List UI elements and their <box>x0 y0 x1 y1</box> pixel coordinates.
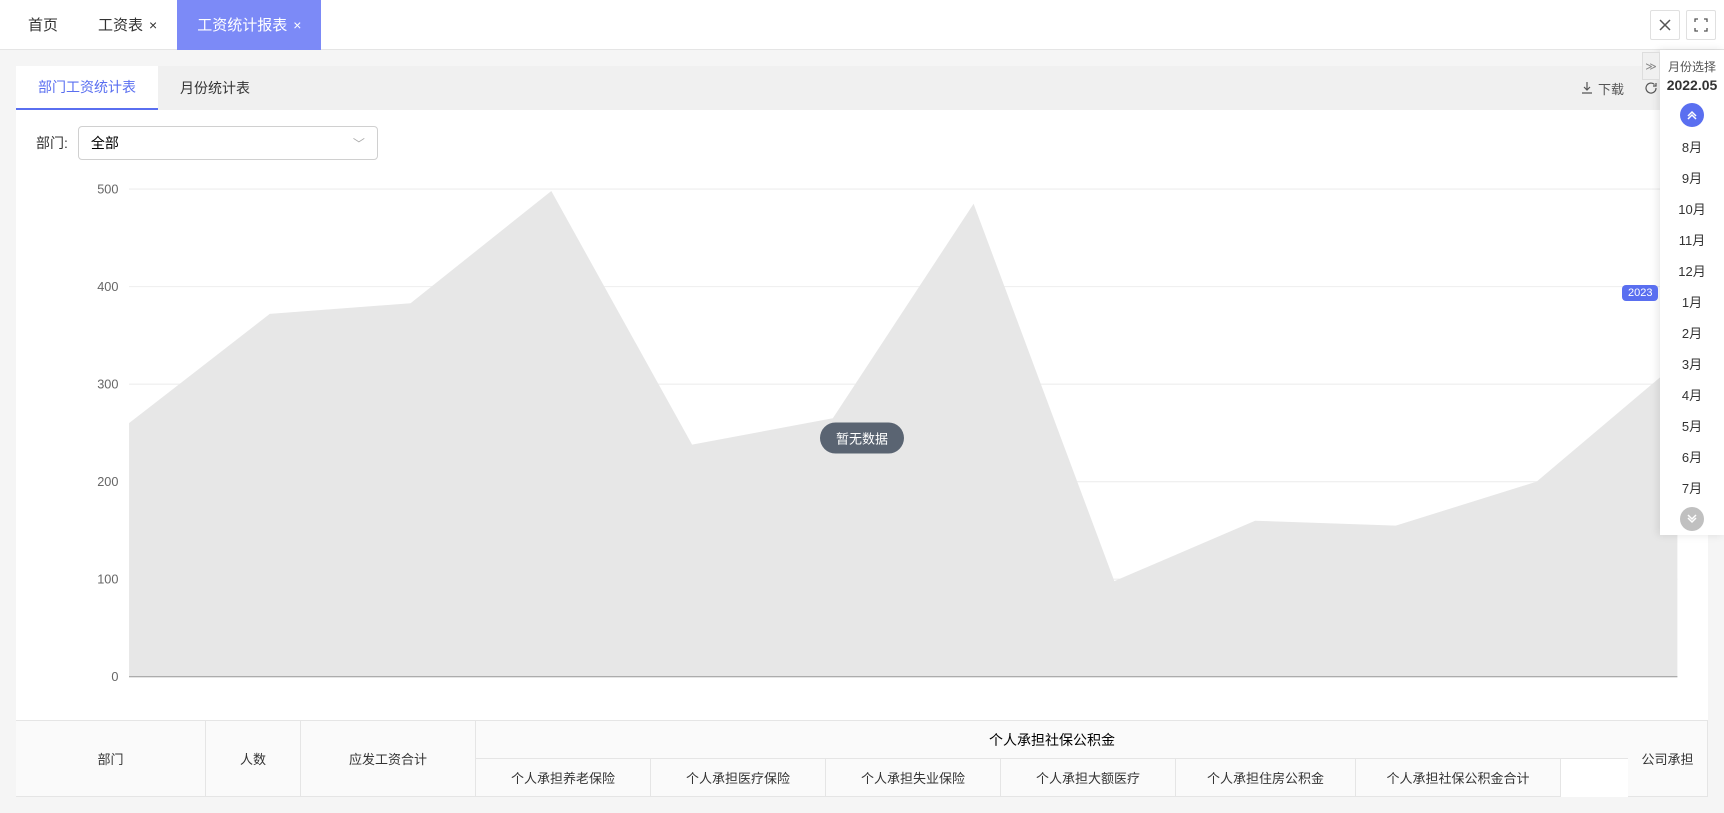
svg-text:200: 200 <box>97 474 118 489</box>
table-header-subcell: 个人承担失业保险 <box>826 759 1001 797</box>
svg-text:300: 300 <box>97 376 118 391</box>
table-header-subcell: 个人承担医疗保险 <box>651 759 826 797</box>
scroll-up-button[interactable] <box>1680 103 1704 127</box>
table-header-subcell: 个人承担住房公积金 <box>1176 759 1356 797</box>
table-header-area: 部门人数应发工资合计个人承担社保公积金个人承担养老保险个人承担医疗保险个人承担失… <box>16 720 1708 797</box>
download-label: 下载 <box>1598 79 1624 98</box>
chevron-right-icon: ≫ <box>1645 60 1657 73</box>
fullscreen-icon <box>1694 18 1708 32</box>
month-item[interactable]: 2月 <box>1660 317 1724 348</box>
table-header-group: 个人承担社保公积金个人承担养老保险个人承担医疗保险个人承担失业保险个人承担大额医… <box>476 721 1628 797</box>
table-header-row: 部门人数应发工资合计个人承担社保公积金个人承担养老保险个人承担医疗保险个人承担失… <box>16 721 1708 797</box>
table-header-subcell: 个人承担社保公积金合计 <box>1356 759 1561 797</box>
sub-tab-dept-stats[interactable]: 部门工资统计表 <box>16 66 158 110</box>
month-item[interactable]: 11月 <box>1660 224 1724 255</box>
month-item[interactable]: 8月 <box>1660 131 1724 162</box>
double-chevron-down-icon <box>1686 513 1698 525</box>
tab-label: 工资表 <box>98 14 143 35</box>
month-selector-panel: ≫ 月份选择 2022.05 8月9月10月11月12月1月2月3月4月5月6月… <box>1660 50 1724 535</box>
year-badge: 2023 <box>1622 285 1658 301</box>
svg-text:500: 500 <box>97 181 118 196</box>
download-icon <box>1580 81 1594 95</box>
svg-text:400: 400 <box>97 279 118 294</box>
dept-filter-label: 部门: <box>36 133 68 153</box>
top-actions <box>1650 10 1716 40</box>
tab-label: 工资统计报表 <box>197 14 287 35</box>
double-chevron-up-icon <box>1686 109 1698 121</box>
main-panel: 部门工资统计表 月份统计表 下载 刷新 部门: 全部 ﹀ <box>16 66 1708 797</box>
close-all-button[interactable] <box>1650 10 1680 40</box>
top-tab-home[interactable]: 首页 <box>8 0 78 50</box>
month-list: 8月9月10月11月12月1月2月3月4月5月6月7月2023 <box>1660 131 1724 503</box>
x-icon <box>1658 18 1672 32</box>
month-item[interactable]: 9月 <box>1660 162 1724 193</box>
filter-row: 部门: 全部 ﹀ <box>16 110 1708 168</box>
month-item[interactable]: 1月 <box>1660 286 1724 317</box>
svg-text:100: 100 <box>97 571 118 586</box>
sub-tab-month-stats[interactable]: 月份统计表 <box>158 66 272 110</box>
empty-data-badge: 暂无数据 <box>820 423 904 454</box>
sub-tab-label: 部门工资统计表 <box>38 77 136 97</box>
month-item[interactable]: 5月 <box>1660 410 1724 441</box>
download-button[interactable]: 下载 <box>1580 79 1624 98</box>
sub-tab-label: 月份统计表 <box>180 78 250 98</box>
chevron-down-icon: ﹀ <box>353 135 365 152</box>
month-item[interactable]: 12月 <box>1660 255 1724 286</box>
month-item[interactable]: 4月 <box>1660 379 1724 410</box>
collapse-panel-button[interactable]: ≫ <box>1642 52 1660 80</box>
table-header-cell: 部门 <box>16 721 206 797</box>
month-item[interactable]: 3月 <box>1660 348 1724 379</box>
close-icon[interactable]: × <box>293 17 301 33</box>
table-header-subcell: 个人承担大额医疗 <box>1001 759 1176 797</box>
month-current-value: 2022.05 <box>1667 77 1718 99</box>
table-header-cell: 人数 <box>206 721 301 797</box>
top-tab-salary-report[interactable]: 工资统计报表 × <box>177 0 321 50</box>
top-tabs-bar: 首页 工资表 × 工资统计报表 × <box>0 0 1724 50</box>
dept-select[interactable]: 全部 ﹀ <box>78 126 378 160</box>
chart-container: 0 100 200 300 400 500 暂无数据 <box>16 168 1708 720</box>
fullscreen-button[interactable] <box>1686 10 1716 40</box>
svg-text:0: 0 <box>111 669 118 684</box>
select-value: 全部 <box>91 133 119 153</box>
month-item[interactable]: 10月 <box>1660 193 1724 224</box>
month-item[interactable]: 7月 <box>1660 472 1724 503</box>
content-area: 部门工资统计表 月份统计表 下载 刷新 部门: 全部 ﹀ <box>0 50 1724 813</box>
close-icon[interactable]: × <box>149 17 157 33</box>
month-item[interactable]: 6月 <box>1660 441 1724 472</box>
scroll-down-button[interactable] <box>1680 507 1704 531</box>
month-panel-title: 月份选择 <box>1668 54 1716 77</box>
table-header-group-label: 个人承担社保公积金 <box>476 721 1628 759</box>
refresh-icon <box>1644 81 1658 95</box>
top-tab-salary[interactable]: 工资表 × <box>78 0 177 50</box>
table-header-cell: 应发工资合计 <box>301 721 476 797</box>
table-header-cell: 公司承担 <box>1628 721 1708 797</box>
table-header-subcell: 个人承担养老保险 <box>476 759 651 797</box>
sub-tabs-bar: 部门工资统计表 月份统计表 下载 刷新 <box>16 66 1708 110</box>
tab-label: 首页 <box>28 14 58 35</box>
